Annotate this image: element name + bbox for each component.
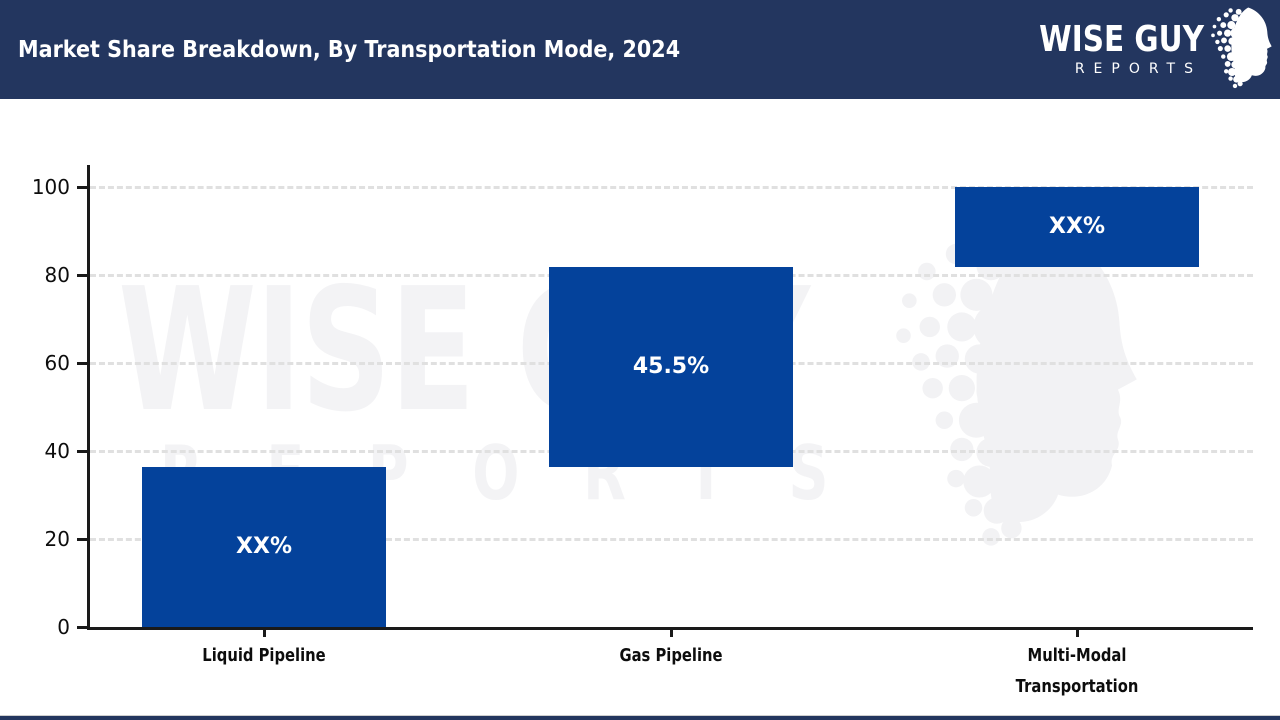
y-tick-20 — [77, 538, 87, 541]
bar-multi-modal: XX% — [955, 187, 1199, 267]
gridline-20 — [90, 538, 1253, 541]
x-tick-multi-modal — [1076, 630, 1079, 637]
y-tick-label-20: 20 — [44, 527, 70, 551]
y-tick-label-60: 60 — [44, 351, 70, 375]
logo-wordmark: WISE GUY — [1039, 19, 1204, 60]
logo-text: WISE GUY REPORTS — [1003, 21, 1204, 77]
y-axis — [87, 165, 90, 630]
x-category-label-liquid-pipeline: Liquid Pipeline — [202, 645, 326, 666]
page-title: Market Share Breakdown, By Transportatio… — [18, 36, 681, 63]
bar-gas-pipeline: 45.5% — [549, 266, 793, 467]
x-axis — [87, 627, 1253, 630]
x-category-label-gas-pipeline: Gas Pipeline — [619, 645, 723, 666]
y-tick-100 — [77, 186, 87, 189]
x-category-label-multi-modal: Multi-Modal Transportation — [1015, 645, 1139, 697]
gridline-100 — [90, 186, 1253, 189]
wiseguy-logo: WISE GUY REPORTS — [1022, 5, 1272, 95]
bar-value-label-liquid-pipeline: XX% — [236, 534, 292, 560]
footer-bar — [0, 715, 1280, 720]
y-tick-label-0: 0 — [57, 615, 70, 639]
bar-value-label-multi-modal: XX% — [1049, 214, 1105, 240]
y-tick-label-100: 100 — [31, 175, 70, 199]
y-tick-0 — [77, 626, 87, 629]
x-tick-liquid-pipeline — [263, 630, 266, 637]
y-tick-label-40: 40 — [44, 439, 70, 463]
waterfall-chart: 0 20 40 60 80 100 XX% Liquid Pipeline 45.5% Gas P… — [0, 99, 1280, 715]
header: Market Share Breakdown, By Transportatio… — [0, 0, 1280, 99]
bar-value-label-gas-pipeline: 45.5% — [632, 354, 710, 380]
y-tick-60 — [77, 362, 87, 365]
y-tick-80 — [77, 274, 87, 277]
bar-liquid-pipeline: XX% — [142, 466, 386, 627]
x-tick-gas-pipeline — [670, 630, 673, 637]
y-tick-40 — [77, 450, 87, 453]
logo-subtitle: REPORTS — [1074, 60, 1202, 77]
chart-area: WISE GUY REPORTS 0 20 40 60 80 100 XX% Liquid P… — [0, 99, 1280, 715]
y-tick-label-80: 80 — [44, 263, 70, 287]
wiseguy-face-icon — [1198, 6, 1272, 94]
